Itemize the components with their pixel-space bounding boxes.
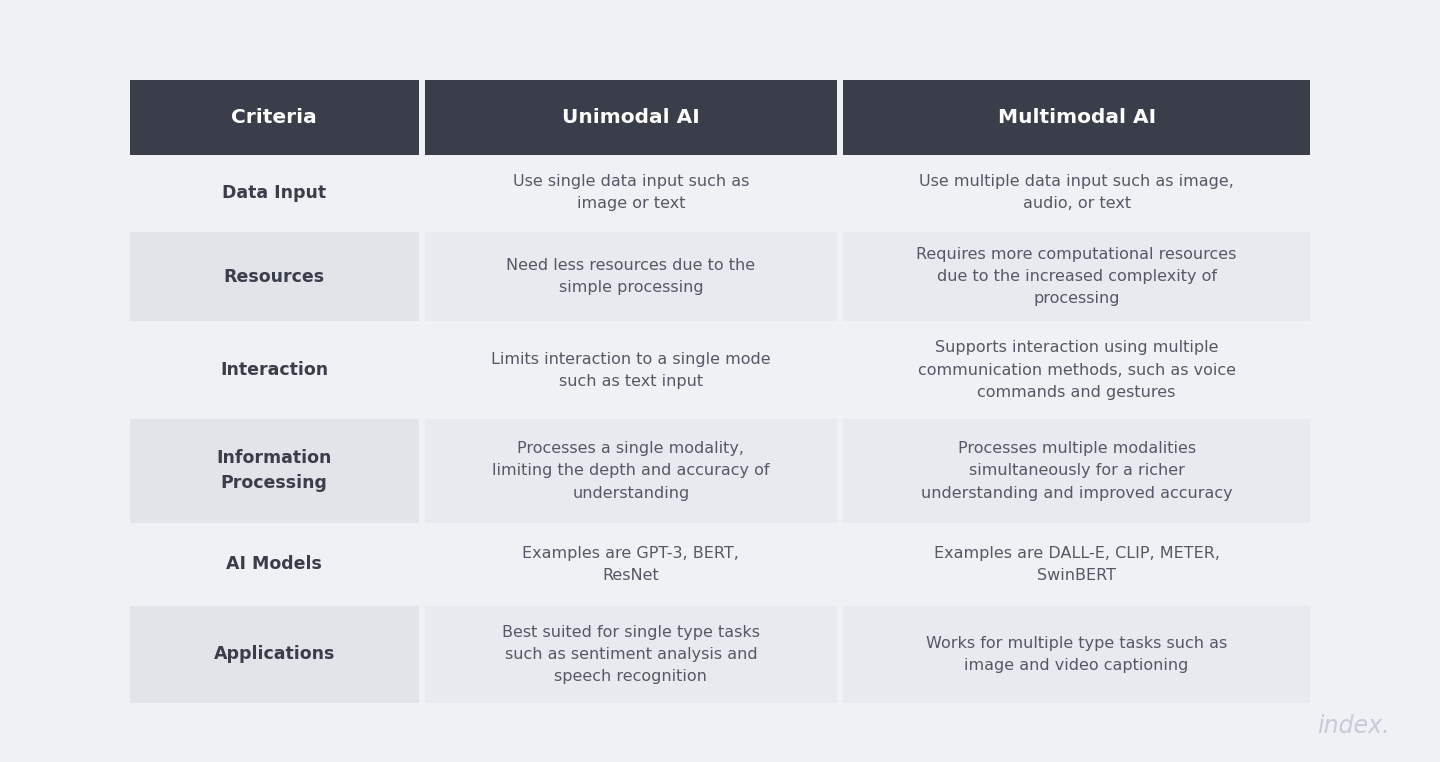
Text: AI Models: AI Models — [226, 555, 323, 573]
FancyBboxPatch shape — [130, 606, 419, 703]
FancyBboxPatch shape — [842, 419, 1310, 523]
Text: Supports interaction using multiple
communication methods, such as voice
command: Supports interaction using multiple comm… — [917, 341, 1236, 400]
Text: Interaction: Interaction — [220, 361, 328, 379]
Text: Use multiple data input such as image,
audio, or text: Use multiple data input such as image, a… — [919, 174, 1234, 212]
FancyBboxPatch shape — [425, 419, 837, 523]
FancyBboxPatch shape — [425, 232, 837, 322]
Text: Need less resources due to the
simple processing: Need less resources due to the simple pr… — [507, 258, 756, 296]
Text: Best suited for single type tasks
such as sentiment analysis and
speech recognit: Best suited for single type tasks such a… — [501, 625, 760, 684]
Text: Information
Processing: Information Processing — [216, 450, 331, 492]
Text: index.: index. — [1318, 714, 1390, 738]
FancyBboxPatch shape — [130, 157, 419, 229]
FancyBboxPatch shape — [130, 419, 419, 523]
Text: Use single data input such as
image or text: Use single data input such as image or t… — [513, 174, 749, 212]
Text: Resources: Resources — [223, 267, 325, 286]
FancyBboxPatch shape — [130, 80, 419, 155]
FancyBboxPatch shape — [842, 606, 1310, 703]
FancyBboxPatch shape — [842, 157, 1310, 229]
Text: Criteria: Criteria — [232, 108, 317, 127]
FancyBboxPatch shape — [130, 325, 419, 416]
FancyBboxPatch shape — [425, 80, 837, 155]
FancyBboxPatch shape — [842, 325, 1310, 416]
Text: Processes a single modality,
limiting the depth and accuracy of
understanding: Processes a single modality, limiting th… — [492, 441, 769, 501]
Text: Examples are DALL-E, CLIP, METER,
SwinBERT: Examples are DALL-E, CLIP, METER, SwinBE… — [933, 546, 1220, 583]
Text: Multimodal AI: Multimodal AI — [998, 108, 1156, 127]
FancyBboxPatch shape — [425, 325, 837, 416]
FancyBboxPatch shape — [130, 526, 419, 603]
FancyBboxPatch shape — [425, 526, 837, 603]
FancyBboxPatch shape — [130, 232, 419, 322]
FancyBboxPatch shape — [842, 80, 1310, 155]
Text: Data Input: Data Input — [222, 184, 327, 202]
FancyBboxPatch shape — [842, 526, 1310, 603]
FancyBboxPatch shape — [425, 157, 837, 229]
Text: Processes multiple modalities
simultaneously for a richer
understanding and impr: Processes multiple modalities simultaneo… — [920, 441, 1233, 501]
Text: Limits interaction to a single mode
such as text input: Limits interaction to a single mode such… — [491, 351, 770, 389]
Text: Unimodal AI: Unimodal AI — [562, 108, 700, 127]
FancyBboxPatch shape — [842, 232, 1310, 322]
Text: Works for multiple type tasks such as
image and video captioning: Works for multiple type tasks such as im… — [926, 636, 1227, 673]
Text: Requires more computational resources
due to the increased complexity of
process: Requires more computational resources du… — [916, 247, 1237, 306]
FancyBboxPatch shape — [425, 606, 837, 703]
Text: Examples are GPT-3, BERT,
ResNet: Examples are GPT-3, BERT, ResNet — [523, 546, 739, 583]
Text: Applications: Applications — [213, 645, 336, 664]
